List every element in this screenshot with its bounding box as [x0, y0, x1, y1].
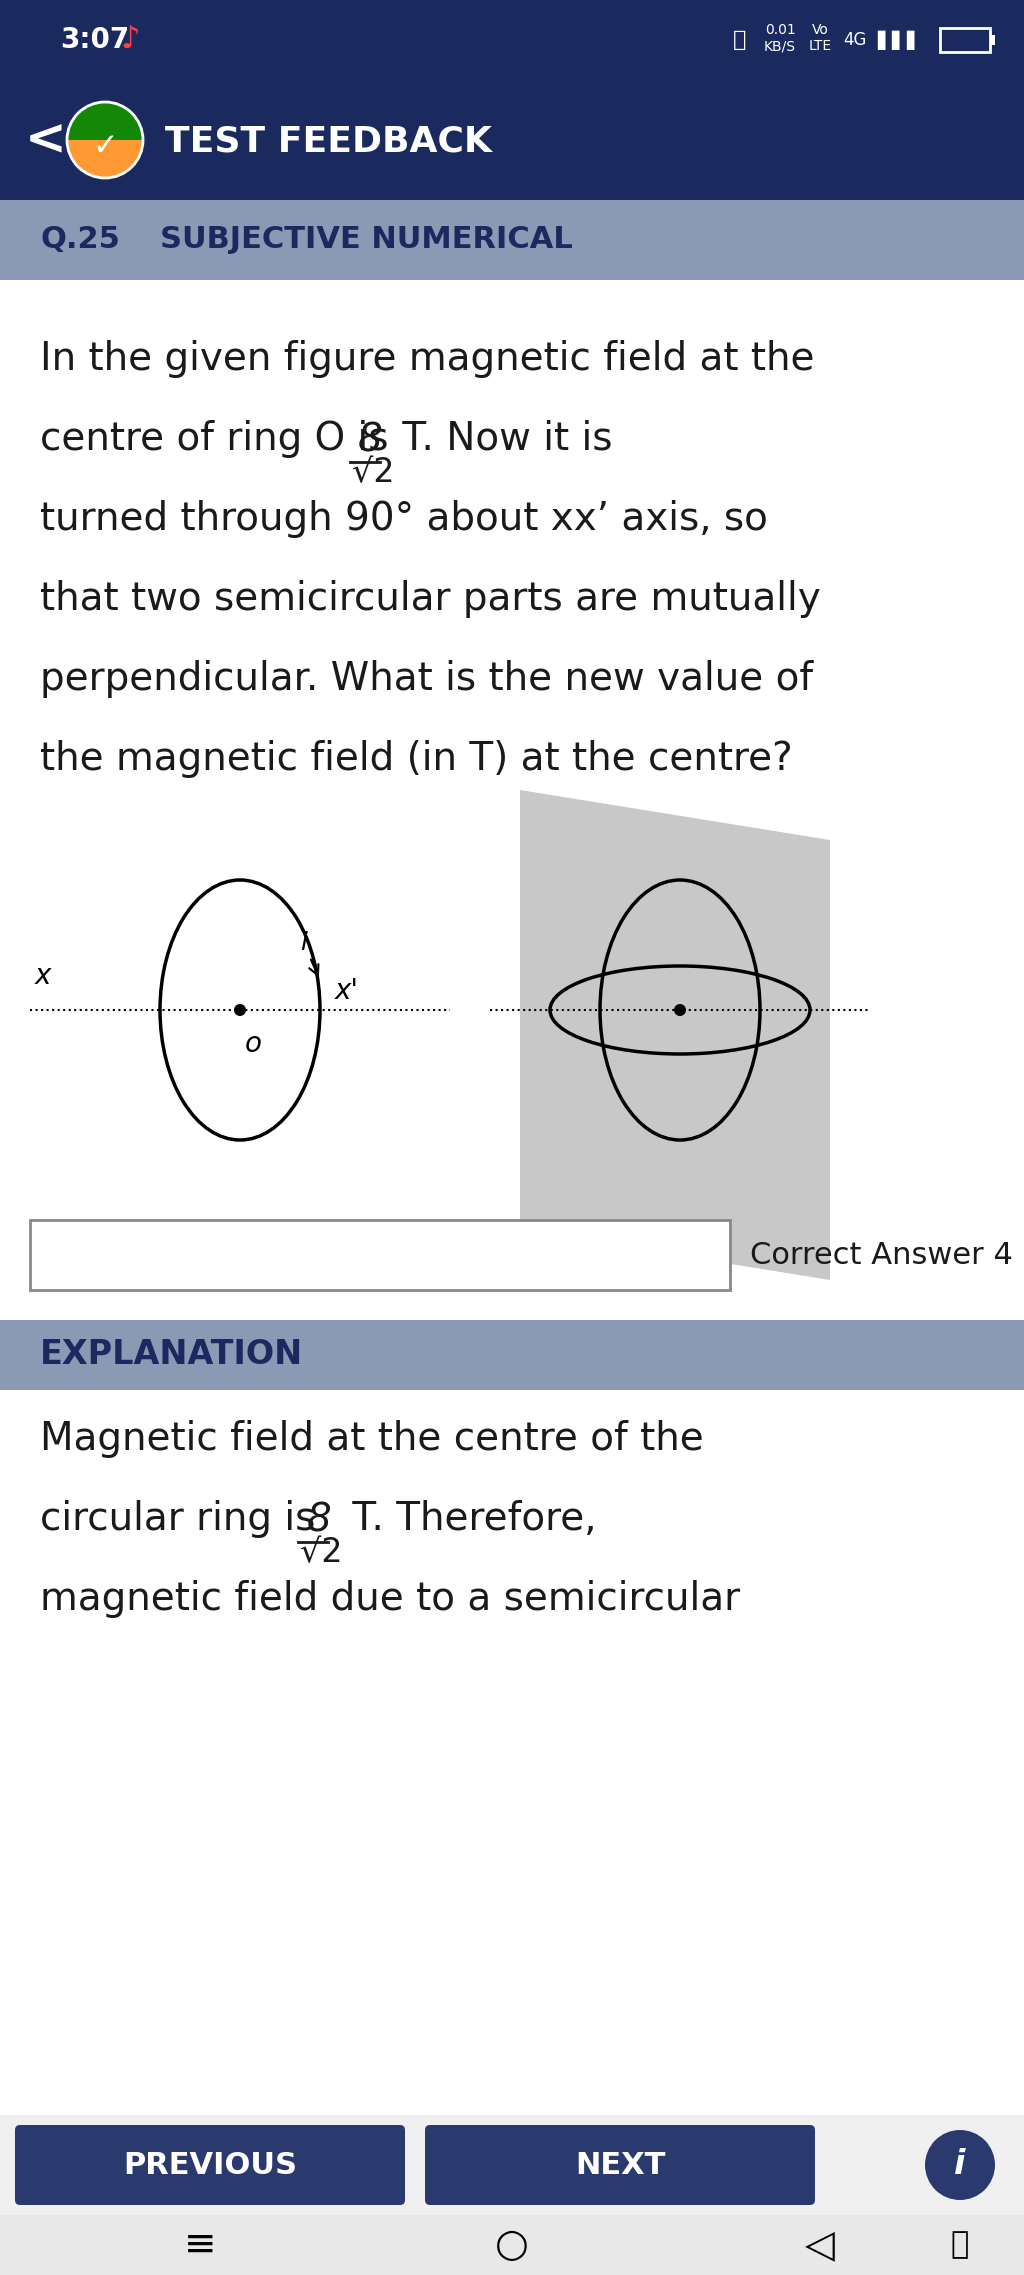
Text: T. Therefore,: T. Therefore,: [340, 1499, 597, 1538]
Text: o: o: [245, 1031, 262, 1058]
Text: centre of ring O is: centre of ring O is: [40, 421, 400, 457]
Text: ▌▌▌: ▌▌▌: [878, 30, 923, 50]
Text: x': x': [335, 976, 359, 1006]
Text: ◁: ◁: [805, 2225, 835, 2264]
Text: turned through 90° about xx’ axis, so: turned through 90° about xx’ axis, so: [40, 500, 768, 537]
Bar: [940, 27, 990, 52]
Text: i: i: [300, 930, 318, 976]
Text: √2: √2: [352, 455, 394, 489]
Text: 8: 8: [306, 1502, 331, 1540]
Text: magnetic field due to a semicircular: magnetic field due to a semicircular: [40, 1581, 740, 1618]
Bar: [0, 0, 1024, 80]
FancyBboxPatch shape: [425, 2125, 815, 2204]
Text: 3:07: 3:07: [60, 25, 129, 55]
Bar: [990, 34, 995, 46]
Bar: [30, 1219, 730, 1290]
Text: 8: 8: [358, 421, 383, 460]
Bar: [0, 2216, 1024, 2275]
Bar: [0, 200, 1024, 280]
Text: ✓: ✓: [92, 132, 118, 162]
Bar: [0, 2116, 1024, 2216]
Text: ○: ○: [495, 2225, 529, 2264]
Circle shape: [67, 102, 143, 177]
Text: perpendicular. What is the new value of: perpendicular. What is the new value of: [40, 660, 813, 698]
Text: √2: √2: [300, 1536, 343, 1570]
Text: Vo
LTE: Vo LTE: [808, 23, 831, 52]
Text: 🔔: 🔔: [733, 30, 746, 50]
Circle shape: [674, 1003, 686, 1017]
Circle shape: [234, 1003, 246, 1017]
Bar: [0, 80, 1024, 200]
Bar: [0, 1320, 1024, 1390]
Text: Correct Answer 4: Correct Answer 4: [750, 1240, 1013, 1269]
Text: PREVIOUS: PREVIOUS: [123, 2150, 297, 2179]
Text: the magnetic field (in T) at the centre?: the magnetic field (in T) at the centre?: [40, 739, 793, 778]
Text: In the given figure magnetic field at the: In the given figure magnetic field at th…: [40, 339, 814, 378]
Text: ♪: ♪: [120, 25, 139, 55]
Text: that two semicircular parts are mutually: that two semicircular parts are mutually: [40, 580, 821, 619]
Text: 🚶: 🚶: [951, 2230, 969, 2259]
Bar: [0, 280, 1024, 2275]
Text: T. Now it is: T. Now it is: [390, 421, 612, 457]
Text: circular ring is: circular ring is: [40, 1499, 328, 1538]
Polygon shape: [520, 789, 830, 1281]
Text: 4G: 4G: [844, 32, 866, 50]
Text: ≡: ≡: [183, 2225, 216, 2264]
Text: x: x: [35, 962, 51, 990]
Text: 0.01
KB/S: 0.01 KB/S: [764, 23, 796, 52]
Circle shape: [925, 2129, 995, 2200]
Text: <: <: [25, 116, 67, 164]
FancyBboxPatch shape: [15, 2125, 406, 2204]
Text: i: i: [954, 2148, 966, 2182]
Wedge shape: [67, 102, 143, 141]
Text: EXPLANATION: EXPLANATION: [40, 1338, 303, 1372]
Text: TEST FEEDBACK: TEST FEEDBACK: [165, 125, 492, 159]
Text: SUBJECTIVE NUMERICAL: SUBJECTIVE NUMERICAL: [160, 225, 572, 255]
Text: NEXT: NEXT: [574, 2150, 666, 2179]
Text: Magnetic field at the centre of the: Magnetic field at the centre of the: [40, 1420, 703, 1458]
Text: Q.25: Q.25: [40, 225, 120, 255]
